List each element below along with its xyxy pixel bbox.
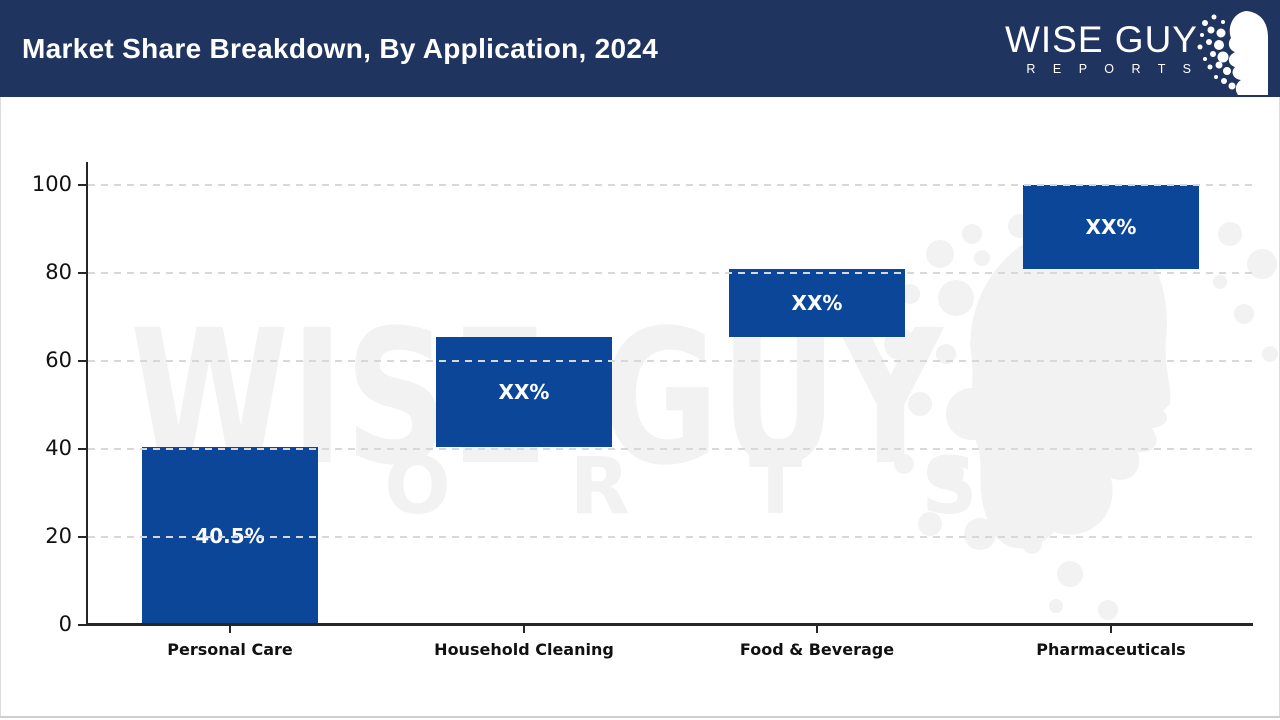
header-bar: Market Share Breakdown, By Application, …: [0, 0, 1280, 97]
y-tick-mark: [78, 536, 87, 538]
y-tick-label: 60: [45, 348, 72, 372]
y-tick-label: 40: [45, 436, 72, 460]
y-tick-label: 0: [58, 612, 72, 636]
gridline-80: [88, 272, 1253, 274]
page-border-bottom: [0, 716, 1280, 718]
logo-head-icon: [1197, 11, 1268, 95]
y-tick-mark: [78, 624, 87, 626]
page-title: Market Share Breakdown, By Application, …: [22, 32, 659, 64]
y-tick-mark: [78, 448, 87, 450]
category-label: Pharmaceuticals: [1036, 640, 1186, 659]
bar-value-label: XX%: [1085, 214, 1137, 239]
y-tick-label: 100: [31, 172, 72, 196]
category-label: Food & Beverage: [739, 640, 895, 659]
logo-wordmark: WISE GUY: [1004, 19, 1198, 60]
category-label: Household Cleaning: [434, 640, 614, 659]
gridline-60: [88, 360, 1253, 362]
y-tick-mark: [78, 272, 87, 274]
watermark-subtitle: P O R T S: [208, 442, 1024, 532]
category-label: Personal Care: [167, 640, 293, 659]
wise-guy-logo: WISE GUY R E P O R T S: [1005, 6, 1268, 95]
bar-value-label: 40.5%: [195, 523, 265, 548]
y-tick-mark: [78, 184, 87, 186]
y-axis-line: [86, 162, 88, 625]
gridline-20: [88, 536, 1253, 538]
page-border-left: [0, 97, 1, 717]
y-tick-label: 20: [45, 524, 72, 548]
bar-value-label: XX%: [791, 290, 843, 315]
x-tick-mark: [229, 626, 231, 633]
gridline-100: [88, 184, 1253, 186]
x-axis-line: [86, 623, 1253, 626]
watermark-head-icon: [884, 214, 1278, 620]
x-tick-mark: [1110, 626, 1112, 633]
bar-1: XX%: [436, 336, 612, 447]
x-tick-mark: [523, 626, 525, 633]
bar-2: XX%: [729, 268, 905, 337]
y-tick-label: 80: [45, 260, 72, 284]
x-tick-mark: [816, 626, 818, 633]
bar-0: 40.5%: [142, 446, 318, 625]
gridline-40: [88, 448, 1253, 450]
bar-3: XX%: [1023, 185, 1199, 269]
y-tick-mark: [78, 360, 87, 362]
bar-value-label: XX%: [498, 379, 550, 404]
logo-subtitle: R E P O R T S: [1026, 62, 1198, 76]
logo-text: WISE GUY R E P O R T S: [1005, 21, 1198, 76]
